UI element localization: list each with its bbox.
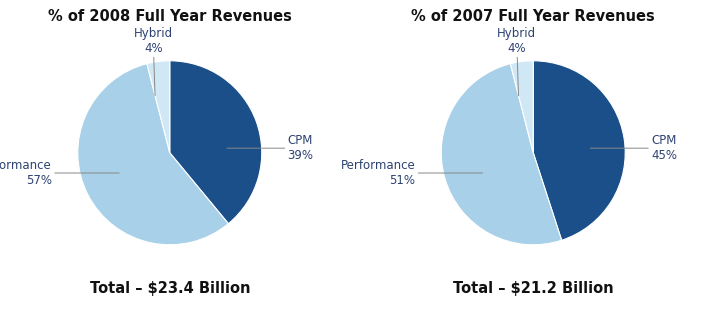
Wedge shape	[169, 61, 262, 224]
Text: Hybrid
4%: Hybrid 4%	[497, 26, 536, 96]
Wedge shape	[147, 61, 169, 153]
Title: % of 2008 Full Year Revenues: % of 2008 Full Year Revenues	[48, 9, 292, 24]
Wedge shape	[510, 61, 534, 153]
Text: Total – $21.2 Billion: Total – $21.2 Billion	[453, 281, 614, 296]
Text: CPM
39%: CPM 39%	[227, 134, 314, 162]
Text: Performance
57%: Performance 57%	[0, 159, 120, 187]
Text: Performance
51%: Performance 51%	[341, 159, 483, 187]
Title: % of 2007 Full Year Revenues: % of 2007 Full Year Revenues	[411, 9, 655, 24]
Text: Total – $23.4 Billion: Total – $23.4 Billion	[89, 281, 250, 296]
Wedge shape	[534, 61, 625, 240]
Text: Hybrid
4%: Hybrid 4%	[134, 26, 173, 96]
Text: CPM
45%: CPM 45%	[591, 134, 677, 162]
Wedge shape	[78, 64, 228, 245]
Wedge shape	[441, 64, 562, 245]
